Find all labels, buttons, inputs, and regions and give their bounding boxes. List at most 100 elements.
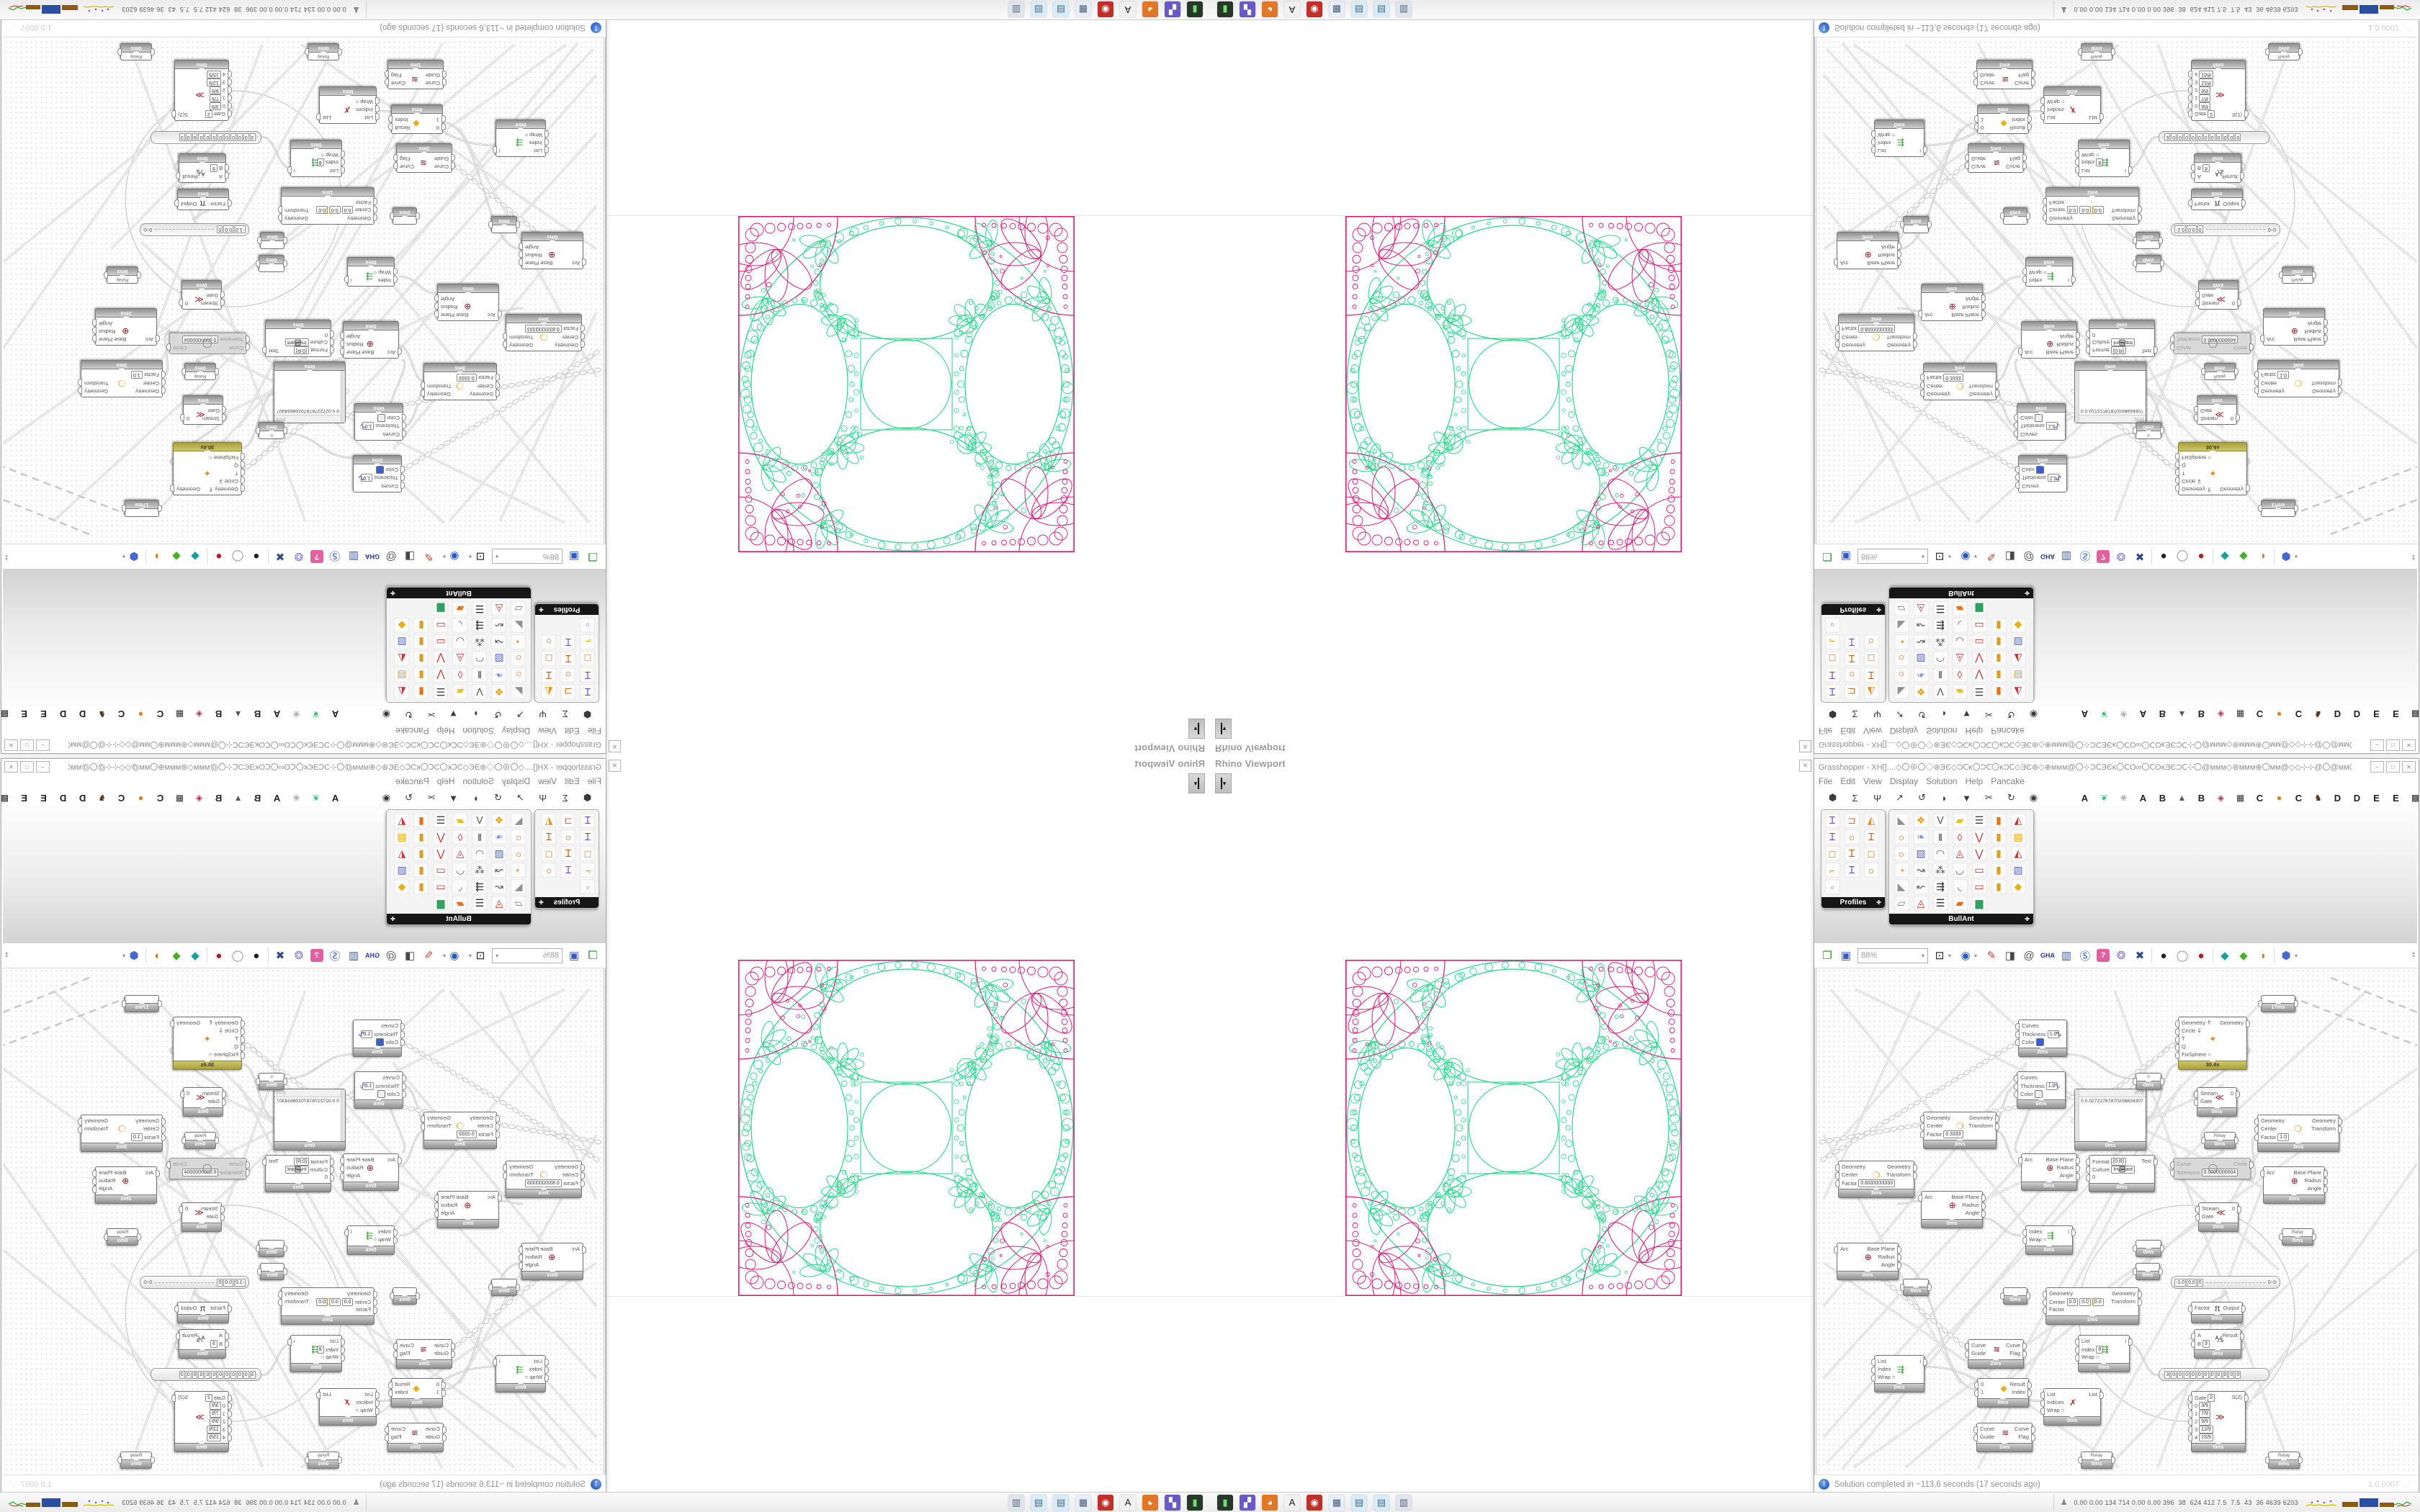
input-port[interactable] bbox=[2188, 1434, 2192, 1441]
input-port[interactable] bbox=[283, 427, 287, 434]
maximize-button[interactable]: □ bbox=[2386, 739, 2400, 751]
palette-expand-icon[interactable]: ✚ bbox=[390, 590, 395, 596]
input-port[interactable] bbox=[581, 1172, 585, 1179]
v-nodes-icon[interactable]: Ⅴ bbox=[472, 684, 488, 699]
input-port[interactable] bbox=[2175, 1036, 2179, 1043]
search-button[interactable]: Ⓢ bbox=[329, 549, 341, 562]
input-port[interactable] bbox=[400, 1031, 405, 1038]
input-port[interactable] bbox=[2254, 1134, 2259, 1141]
curves-preview[interactable]: Curves Thickness 1.0 Color ∿ 0ms bbox=[2014, 1071, 2066, 1109]
cluster-dark-button[interactable]: ● bbox=[2160, 550, 2167, 563]
rainbow-icon[interactable]: ▆ bbox=[1971, 601, 1987, 616]
menu-file[interactable]: File bbox=[587, 726, 601, 736]
tab-vector[interactable]: ↗ bbox=[516, 709, 524, 720]
tab-letter-e[interactable]: E bbox=[40, 792, 47, 804]
tab-transform[interactable]: ↻ bbox=[2007, 792, 2015, 803]
input-port[interactable] bbox=[241, 1052, 245, 1059]
barrel-icon[interactable]: ▮ bbox=[1991, 667, 2007, 683]
input-port[interactable] bbox=[1835, 325, 1839, 332]
tab-letter-c[interactable]: C bbox=[2256, 792, 2264, 804]
input-port[interactable] bbox=[228, 1395, 232, 1402]
angle-icon[interactable]: ⌐ bbox=[580, 634, 596, 649]
pin-green-button[interactable]: ◆ bbox=[172, 550, 181, 562]
relay[interactable]: 0ms bbox=[2133, 1240, 2164, 1257]
output-port[interactable] bbox=[92, 1186, 97, 1193]
panel-scroll-strip[interactable] bbox=[341, 369, 345, 423]
wire-display-button[interactable]: ✖ bbox=[2135, 550, 2145, 562]
input-port[interactable] bbox=[341, 166, 345, 174]
output-port[interactable] bbox=[256, 1245, 260, 1252]
scatter-icon[interactable]: ⁂ bbox=[1932, 863, 1948, 878]
ibeam-icon[interactable]: Ɪ bbox=[1844, 651, 1860, 666]
input-port[interactable] bbox=[341, 158, 345, 166]
output-port[interactable] bbox=[340, 1157, 344, 1164]
scale[interactable]: Geometry Center Factor 1.0 Geometry Transform… bbox=[2254, 360, 2342, 397]
kite-icon[interactable]: ◊ bbox=[452, 667, 468, 683]
v-nodes-icon[interactable]: Ⅴ bbox=[1932, 813, 1948, 828]
input-port[interactable] bbox=[2258, 505, 2262, 512]
printer-icon[interactable]: ▥ bbox=[1008, 1494, 1024, 1511]
output-port[interactable] bbox=[256, 1078, 260, 1085]
input-port[interactable] bbox=[1920, 374, 1924, 381]
tab-transform[interactable]: ↻ bbox=[405, 792, 413, 803]
input-port[interactable] bbox=[2194, 406, 2198, 413]
input-port[interactable] bbox=[496, 382, 500, 389]
list-item[interactable]: Index Wrap ○ i ⇶ 0ms bbox=[344, 257, 398, 287]
chevron-down-icon[interactable]: ▾ bbox=[1948, 952, 1952, 959]
tab-transform[interactable]: ↻ bbox=[2007, 709, 2015, 720]
output-port[interactable] bbox=[385, 78, 389, 86]
gallery-button[interactable]: ❂ bbox=[2116, 950, 2126, 962]
sketch-button[interactable]: ✎ bbox=[424, 550, 434, 562]
division[interactable]: A B 9 Result ⅍ 0ms bbox=[176, 1329, 229, 1359]
output-port[interactable] bbox=[2022, 154, 2027, 161]
editor-icon[interactable]: A bbox=[1120, 1494, 1136, 1511]
menu-file[interactable]: File bbox=[587, 776, 601, 786]
input-port[interactable] bbox=[2254, 371, 2259, 378]
rainbow-icon[interactable]: ▆ bbox=[1971, 896, 1987, 911]
input-port[interactable] bbox=[2078, 1457, 2082, 1464]
relay[interactable]: Relay 0ms bbox=[2265, 43, 2303, 60]
ibeam-purple-icon[interactable]: Ɪ bbox=[580, 667, 596, 683]
input-port[interactable] bbox=[402, 422, 406, 429]
flip-curve[interactable]: Curve Guide Curve Flag ≋ 2ms bbox=[393, 1339, 455, 1369]
menu-edit[interactable]: Edit bbox=[1840, 776, 1856, 786]
gha-assembly-button[interactable]: GHA bbox=[365, 553, 380, 560]
data-panel[interactable]: {0;0} 0 0.02722767870208634307 0ms bbox=[2074, 1089, 2146, 1151]
list-icon[interactable]: ☰ bbox=[472, 601, 488, 616]
output-port[interactable] bbox=[434, 1202, 439, 1210]
calculator-icon[interactable]: ▦ bbox=[1075, 1494, 1091, 1511]
output-port[interactable] bbox=[2111, 48, 2115, 55]
ibeam-icon[interactable]: Ɪ bbox=[560, 651, 576, 666]
input-port[interactable] bbox=[2075, 158, 2079, 166]
output-port[interactable] bbox=[176, 1333, 180, 1340]
tab-display[interactable]: ◉ bbox=[382, 709, 391, 720]
flame-icon[interactable]: ◭ bbox=[541, 684, 557, 699]
input-port[interactable] bbox=[496, 1123, 500, 1130]
list-item[interactable]: Index Wrap ○ i ⇶ 0ms bbox=[2022, 1225, 2076, 1255]
output-port[interactable] bbox=[388, 1390, 393, 1397]
input-port[interactable] bbox=[220, 1206, 225, 1213]
cone-icon[interactable]: ◣ bbox=[511, 684, 526, 699]
input-port[interactable] bbox=[2040, 1400, 2045, 1407]
output-port[interactable] bbox=[434, 1194, 439, 1202]
terminal-icon[interactable]: ▮ bbox=[1217, 1494, 1233, 1511]
output-port[interactable] bbox=[2160, 1078, 2164, 1085]
stream-gate[interactable]: Stream Gate 0 ≪ 0ms bbox=[179, 1202, 225, 1232]
box-icon[interactable]: □ bbox=[541, 846, 557, 861]
tab-curve[interactable]: ↺ bbox=[494, 709, 502, 720]
input-port[interactable] bbox=[2188, 1403, 2192, 1410]
kite-red-icon[interactable]: ◭ bbox=[2010, 846, 2026, 861]
pin-teal-button[interactable]: ◆ bbox=[2220, 550, 2229, 562]
output-port[interactable] bbox=[434, 1210, 439, 1218]
tab-dark-grid[interactable]: ▩ bbox=[0, 709, 9, 719]
input-port[interactable] bbox=[402, 414, 406, 421]
md-slider[interactable]: -1.0 0.0 0 0‑⊙ bbox=[2171, 223, 2280, 236]
scale[interactable]: Geometry Center Factor 0.3333 Geometry Transf… bbox=[1920, 1112, 1999, 1149]
output-port[interactable] bbox=[1897, 243, 1901, 250]
v-red-icon[interactable]: ⋁ bbox=[433, 667, 449, 683]
notes-icon[interactable]: ▤ bbox=[1351, 1, 1367, 18]
page-icon[interactable]: ▱ bbox=[1894, 896, 1909, 911]
ibeam-purple-icon[interactable]: Ɪ bbox=[580, 813, 596, 828]
menu-display[interactable]: Display bbox=[501, 726, 531, 736]
box-icon[interactable]: ▰ bbox=[452, 896, 468, 911]
